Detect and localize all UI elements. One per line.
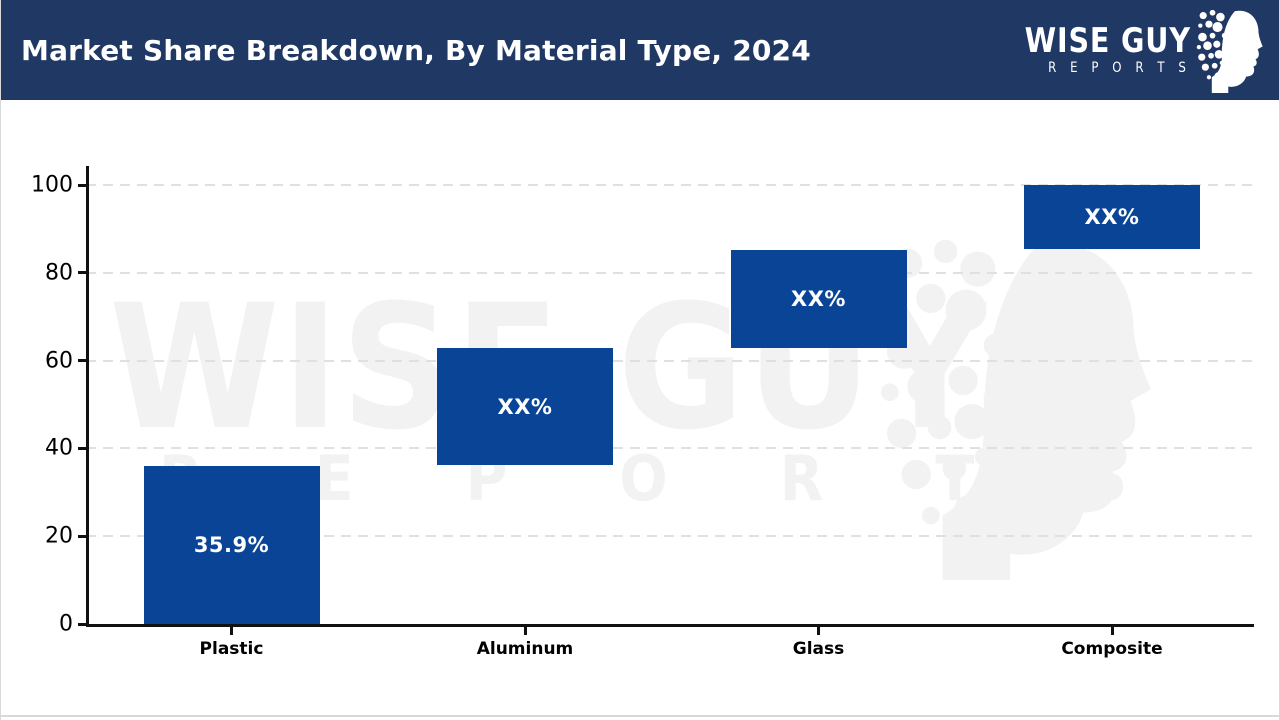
x-category-label: Glass <box>792 639 845 659</box>
x-tick-mark <box>523 627 527 635</box>
y-tick-label: 40 <box>45 435 73 461</box>
header-bar: Market Share Breakdown, By Material Type… <box>1 0 1279 100</box>
y-tick-mark <box>78 534 86 538</box>
brand-logo-text: WISE GUY R E P O R T S <box>1024 20 1191 77</box>
bar-value-label: XX% <box>497 394 553 419</box>
x-tick-mark <box>230 627 233 635</box>
y-tick-mark <box>78 446 86 450</box>
gridline-40 <box>86 447 1254 450</box>
bar-value-label: XX% <box>791 287 846 312</box>
bottom-divider <box>1 715 1279 717</box>
y-tick-mark <box>78 622 86 626</box>
y-tick-mark <box>78 359 86 363</box>
logo-wordmark: WISE GUY <box>1024 20 1191 61</box>
brand-logo: WISE GUY R E P O R T S <box>993 7 1265 93</box>
x-category-label: Aluminum <box>476 639 574 659</box>
x-tick-mark <box>1110 627 1114 635</box>
y-tick-label: 100 <box>31 172 73 198</box>
y-tick-label: 20 <box>45 523 73 549</box>
y-axis-line <box>86 166 89 627</box>
bar-value-label: XX% <box>1084 204 1140 229</box>
data-bar-plastic: 35.9% <box>143 466 320 624</box>
x-axis-line <box>86 624 1254 627</box>
y-tick-label: 60 <box>45 348 73 374</box>
bar-value-label: 35.9% <box>193 533 270 558</box>
data-bar-composite: XX% <box>1024 185 1200 249</box>
gridline-20 <box>86 535 1254 538</box>
y-tick-label: 0 <box>59 611 73 637</box>
logo-subtext: R E P O R T S <box>1048 60 1191 77</box>
data-bar-aluminum: XX% <box>437 348 613 466</box>
gridline-80 <box>86 271 1254 274</box>
y-tick-label: 80 <box>45 260 73 286</box>
gridline-100 <box>86 184 1254 186</box>
x-tick-mark <box>817 627 820 635</box>
page-title: Market Share Breakdown, By Material Type… <box>21 33 811 67</box>
y-tick-mark <box>78 183 86 187</box>
data-bar-glass: XX% <box>730 250 907 349</box>
x-category-label: Composite <box>1061 639 1163 659</box>
gridline-60 <box>86 359 1254 362</box>
y-tick-mark <box>78 271 86 275</box>
x-category-label: Plastic <box>199 639 264 659</box>
